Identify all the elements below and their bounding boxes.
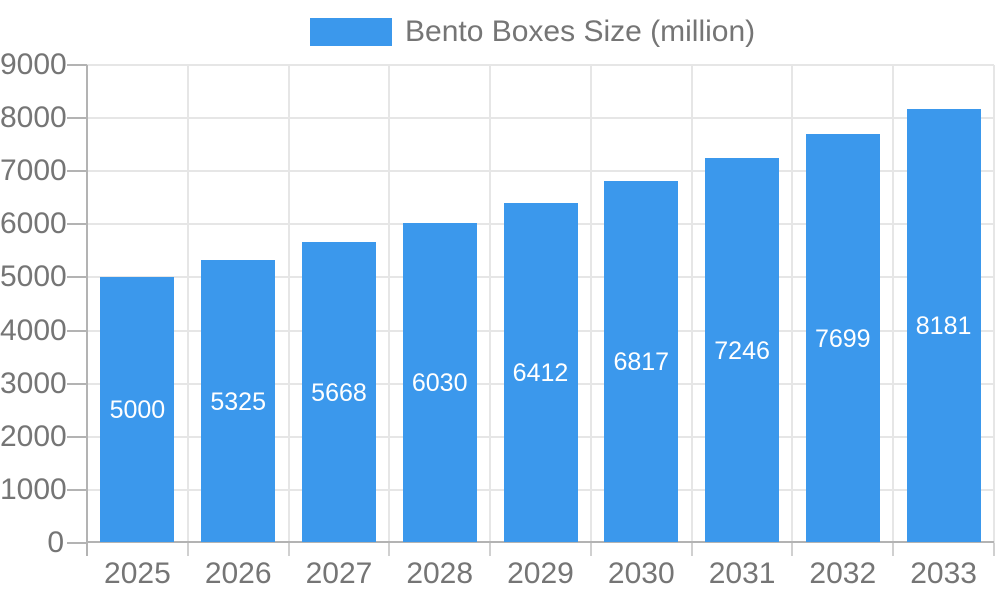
y-axis-tick-label: 4000 <box>0 313 67 347</box>
y-axis-tick <box>67 170 87 173</box>
x-axis-tick <box>489 543 492 556</box>
y-axis-tick-label: 0 <box>47 526 64 559</box>
x-gridline <box>589 65 592 543</box>
x-gridline <box>186 65 189 543</box>
legend[interactable]: Bento Boxes Size (million) <box>310 15 756 48</box>
x-axis-tick <box>589 543 592 556</box>
x-gridline <box>993 65 995 543</box>
y-axis-tick <box>67 276 87 279</box>
y-axis-tick-label: 7000 <box>0 154 67 188</box>
x-axis-tick <box>186 543 189 556</box>
y-axis-tick-label: 6000 <box>0 207 67 241</box>
x-axis-tick-label: 2026 <box>204 557 272 590</box>
y-axis-tick <box>67 382 87 385</box>
x-axis-tick-label: 2032 <box>809 557 877 590</box>
x-gridline <box>690 65 693 543</box>
y-axis-tick-label: 5000 <box>0 260 67 294</box>
bar[interactable] <box>402 222 477 542</box>
x-axis-tick <box>287 543 290 556</box>
y-axis-tick <box>67 117 87 120</box>
x-axis-tick-label: 2030 <box>607 557 675 590</box>
y-axis-tick <box>67 64 87 66</box>
x-axis-tick <box>892 543 895 556</box>
x-axis-tick-label: 2029 <box>507 557 574 590</box>
bar[interactable] <box>805 134 880 542</box>
y-axis-tick <box>67 223 87 226</box>
bar[interactable] <box>906 108 981 542</box>
x-gridline <box>791 65 794 543</box>
x-gridline <box>388 65 391 543</box>
x-axis-tick-label: 2028 <box>406 557 474 590</box>
x-gridline <box>892 65 895 543</box>
x-axis-line <box>86 541 994 543</box>
y-axis-tick-label: 3000 <box>0 366 67 400</box>
x-axis-tick <box>690 543 693 556</box>
y-axis-tick <box>67 329 87 332</box>
x-axis-tick-label: 2031 <box>708 557 776 590</box>
y-axis-line <box>86 65 88 543</box>
y-gridline <box>87 170 994 173</box>
x-axis-tick <box>388 543 391 556</box>
legend-label: Bento Boxes Size (million) <box>405 15 756 48</box>
x-axis-tick-label: 2033 <box>910 557 977 590</box>
x-axis-tick-label: 2025 <box>104 557 171 590</box>
y-axis-tick <box>67 488 87 491</box>
x-axis-tick <box>993 543 995 556</box>
bar[interactable] <box>705 158 780 542</box>
x-axis-tick-label: 2027 <box>305 557 373 590</box>
y-axis-tick-label: 1000 <box>0 472 67 506</box>
x-gridline <box>287 65 290 543</box>
y-gridline <box>87 64 994 66</box>
bar[interactable] <box>301 242 376 542</box>
y-axis-tick-label: 2000 <box>0 419 67 453</box>
y-axis-tick <box>67 542 87 544</box>
y-axis-tick <box>67 435 87 438</box>
legend-swatch-icon <box>310 18 392 46</box>
x-axis-tick <box>791 543 794 556</box>
bar[interactable] <box>100 277 175 542</box>
y-axis-tick-label: 9000 <box>0 48 67 81</box>
y-axis-tick-label: 8000 <box>0 101 67 135</box>
bar[interactable] <box>201 260 276 542</box>
bar[interactable] <box>604 180 679 542</box>
x-gridline <box>489 65 492 543</box>
bar[interactable] <box>503 202 578 542</box>
x-axis-tick <box>86 543 88 556</box>
y-gridline <box>87 117 994 120</box>
